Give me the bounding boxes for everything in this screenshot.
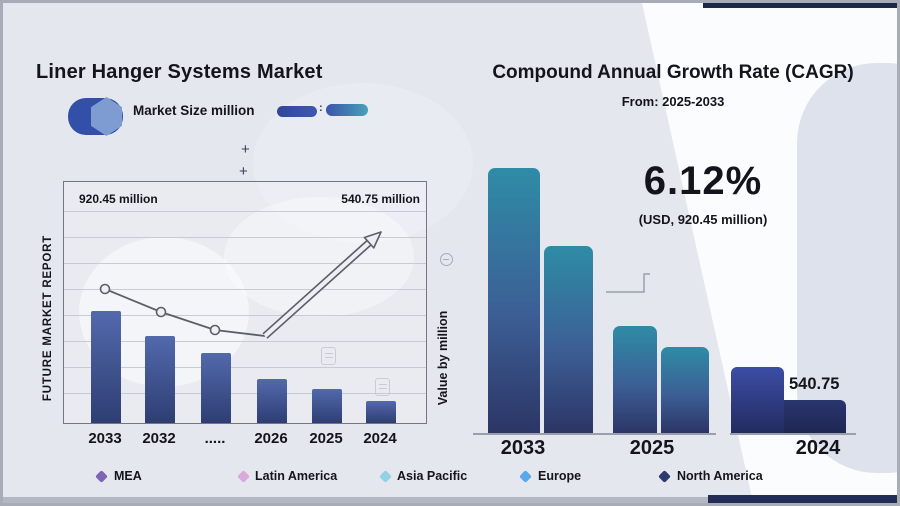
- cagr-title: Compound Annual Growth Rate (CAGR): [492, 62, 854, 83]
- circle-minus-icon: [440, 253, 453, 266]
- bar: [661, 347, 709, 433]
- gridline: [64, 393, 426, 394]
- legend-label: Latin America: [255, 469, 338, 483]
- y-axis-label: Value by million: [436, 310, 450, 406]
- bar: [312, 389, 342, 423]
- legend-label: Asia Pacific: [397, 469, 468, 483]
- right-year-label: 2033: [500, 437, 546, 459]
- baseline: [730, 433, 856, 435]
- bar-annotation: 540.75: [789, 375, 840, 393]
- document-icon: [375, 378, 390, 396]
- panel-cloud-blob: [224, 197, 414, 317]
- bar: [544, 246, 593, 433]
- ratio-pill-primary: [277, 106, 317, 117]
- bar: [145, 336, 175, 423]
- cagr-note: (USD, 920.45 million): [638, 212, 768, 227]
- gridline: [64, 211, 426, 212]
- plus-icon: +: [241, 141, 250, 158]
- x-axis-label: .....: [204, 430, 226, 447]
- page-title: Liner Hanger Systems Market: [36, 61, 323, 83]
- bar: [488, 168, 540, 433]
- gridline: [64, 237, 426, 238]
- baseline: [473, 433, 716, 435]
- cylinder-icon: [68, 97, 123, 136]
- right-year-label: 2024: [795, 437, 841, 459]
- ratio-pill-secondary: [326, 104, 368, 116]
- bar: [784, 400, 846, 433]
- right-chart: 2033 2025 2024: [3, 3, 897, 503]
- value-start-label: 920.45 million: [79, 192, 158, 206]
- legend-label: North America: [677, 469, 763, 483]
- left-chart-panel: [63, 181, 427, 424]
- gridline: [64, 341, 426, 342]
- bar: [731, 367, 784, 433]
- right-year-label: 2025: [629, 437, 675, 459]
- x-axis-labels: 2033 2032..... 2026 2025 2024: [63, 430, 427, 448]
- market-size-label: Market Size million: [133, 103, 255, 118]
- legend-label: Europe: [538, 469, 582, 483]
- gridline: [64, 289, 426, 290]
- gridline: [64, 367, 426, 368]
- x-axis-label: 2033: [88, 430, 122, 447]
- bar: [366, 401, 396, 423]
- top-accent-bar: [703, 3, 897, 8]
- x-axis-label: 2032: [142, 430, 176, 447]
- bottom-accent-bar: [708, 495, 897, 503]
- value-end-label: 540.75 million: [341, 192, 420, 206]
- document-icon: [321, 347, 336, 365]
- x-axis-label: 2025: [309, 430, 343, 447]
- x-axis-label: 2024: [363, 430, 397, 447]
- bar: [91, 311, 121, 423]
- plus-icon: +: [239, 163, 248, 180]
- cagr-value: 6.12%: [643, 159, 763, 203]
- ratio-separator: :: [319, 102, 323, 114]
- x-axis-label: 2026: [254, 430, 288, 447]
- cagr-subtitle: From: 2025-2033: [621, 94, 725, 109]
- bar: [257, 379, 287, 423]
- bar: [201, 353, 231, 423]
- watermark-text: FUTURE MARKET REPORT: [42, 234, 54, 402]
- bar: [613, 326, 657, 433]
- legend-label: MEA: [114, 469, 142, 483]
- bottom-frame-bar: [3, 497, 897, 503]
- gridline: [64, 263, 426, 264]
